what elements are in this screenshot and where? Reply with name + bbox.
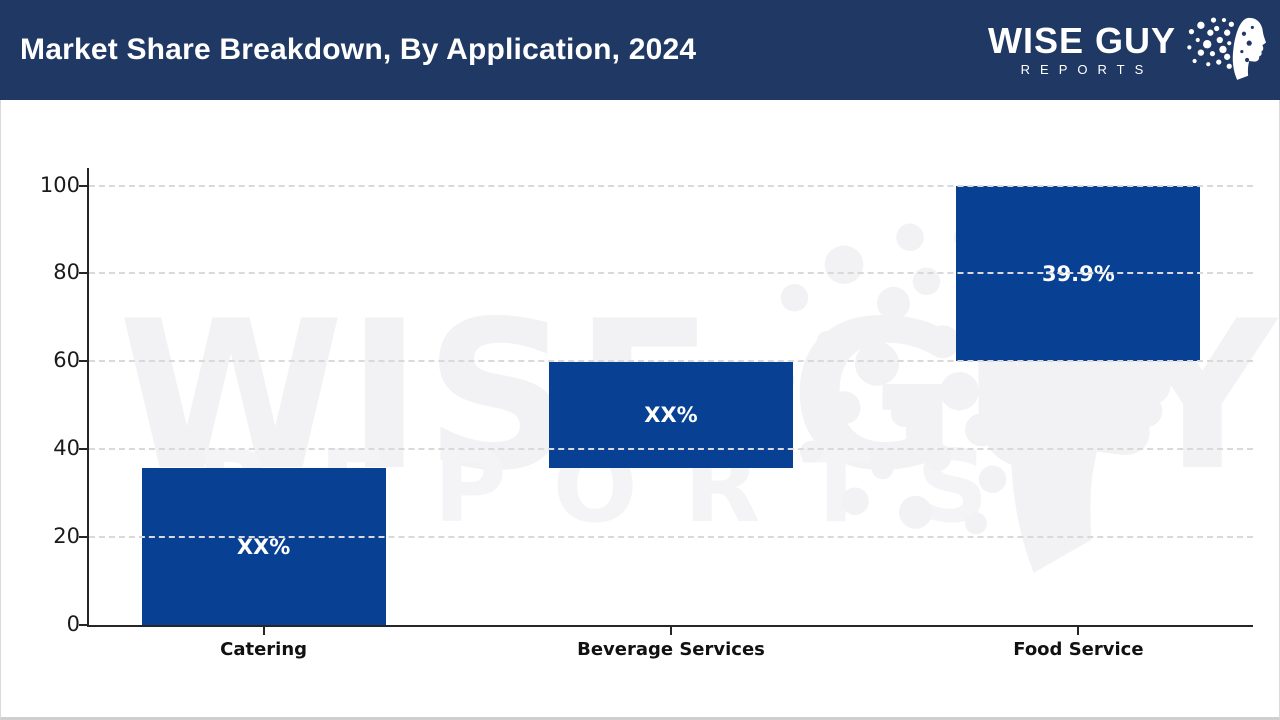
y-axis-line: [87, 168, 89, 627]
y-tick-label: 40: [53, 436, 80, 461]
y-tick-mark: [79, 360, 87, 363]
brand-logo: WISE GUY REPORTS: [988, 7, 1280, 93]
y-tick-label: 60: [53, 348, 80, 373]
x-tick-mark: [262, 627, 265, 635]
x-tick-mark: [1077, 627, 1080, 635]
y-tick-mark: [79, 184, 87, 187]
header: Market Share Breakdown, By Application, …: [0, 0, 1280, 100]
x-axis-line: [87, 625, 1253, 627]
brand-name: WISE GUY: [987, 20, 1176, 61]
brand-face-icon: [1187, 17, 1266, 80]
gridline-100: [89, 184, 1253, 187]
x-tick-label: Beverage Services: [577, 639, 765, 660]
gridline-40: [89, 448, 1253, 451]
y-tick-label: 20: [53, 524, 80, 549]
bar-value-label: XX%: [236, 534, 291, 559]
y-tick-label: 0: [66, 612, 80, 636]
gridline-60: [89, 360, 1253, 363]
bar-beverage-services: XX%: [549, 361, 793, 469]
x-tick-label: Food Service: [1013, 639, 1144, 660]
y-tick-label: 100: [39, 172, 80, 197]
y-tick-mark: [79, 536, 87, 539]
y-tick-mark: [79, 272, 87, 275]
y-tick-mark: [79, 448, 87, 451]
y-tick-label: 80: [53, 260, 80, 285]
gridline-20: [89, 536, 1253, 539]
bar-value-label: XX%: [644, 402, 698, 427]
page-title: Market Share Breakdown, By Application, …: [20, 33, 697, 66]
bar-catering: XX%: [141, 468, 386, 625]
brand-subtitle: REPORTS: [1020, 62, 1154, 77]
gridline-80: [89, 272, 1253, 275]
y-tick-mark: [79, 624, 87, 626]
x-tick-mark: [670, 627, 672, 635]
x-tick-label: Catering: [220, 639, 308, 660]
brand-logo-text: WISE GUY REPORTS: [987, 20, 1176, 78]
